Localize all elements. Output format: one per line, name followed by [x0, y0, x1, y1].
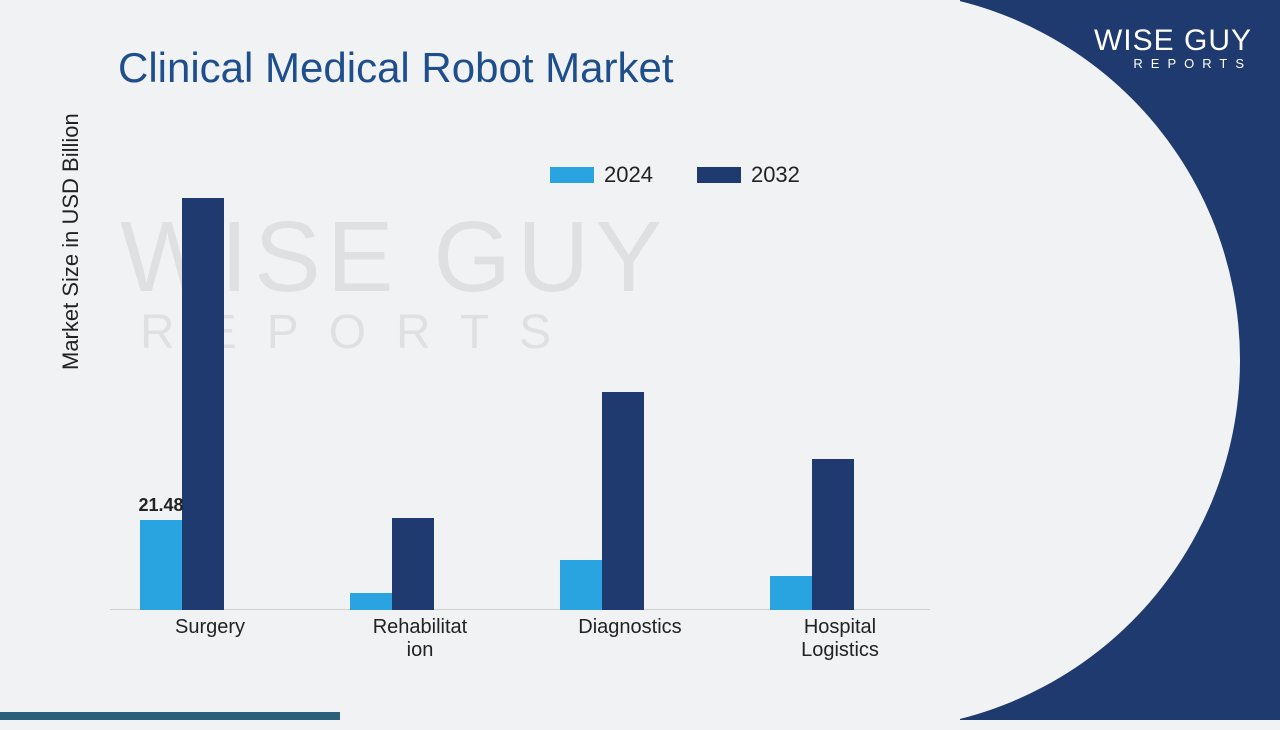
category-label: Rehabilitation — [340, 610, 500, 662]
page-title: Clinical Medical Robot Market — [118, 44, 674, 92]
chart-plot-area: SurgeryRehabilitationDiagnosticsHospital… — [110, 190, 930, 610]
legend-item: 2024 — [550, 162, 653, 188]
bar — [602, 392, 644, 610]
bar — [182, 198, 224, 610]
legend-swatch — [697, 167, 741, 183]
y-axis-label: Market Size in USD Billion — [58, 113, 84, 370]
legend-swatch — [550, 167, 594, 183]
category-label: HospitalLogistics — [760, 610, 920, 662]
logo-line1: WISE GUY — [1094, 24, 1252, 58]
bar — [560, 560, 602, 610]
bar-value-label: 21.48 — [121, 495, 201, 516]
legend-label: 2032 — [751, 162, 800, 188]
legend-label: 2024 — [604, 162, 653, 188]
bar — [140, 520, 182, 610]
bar — [350, 593, 392, 610]
category-label: Diagnostics — [550, 610, 710, 639]
bar — [770, 576, 812, 610]
legend-item: 2032 — [697, 162, 800, 188]
logo-line2: REPORTS — [1094, 56, 1252, 71]
legend: 2024 2032 — [550, 162, 800, 188]
category-label: Surgery — [130, 610, 290, 639]
bar — [812, 459, 854, 610]
bar — [392, 518, 434, 610]
logo: WISE GUY REPORTS — [1094, 24, 1252, 71]
bottom-accent-bar — [0, 712, 340, 720]
